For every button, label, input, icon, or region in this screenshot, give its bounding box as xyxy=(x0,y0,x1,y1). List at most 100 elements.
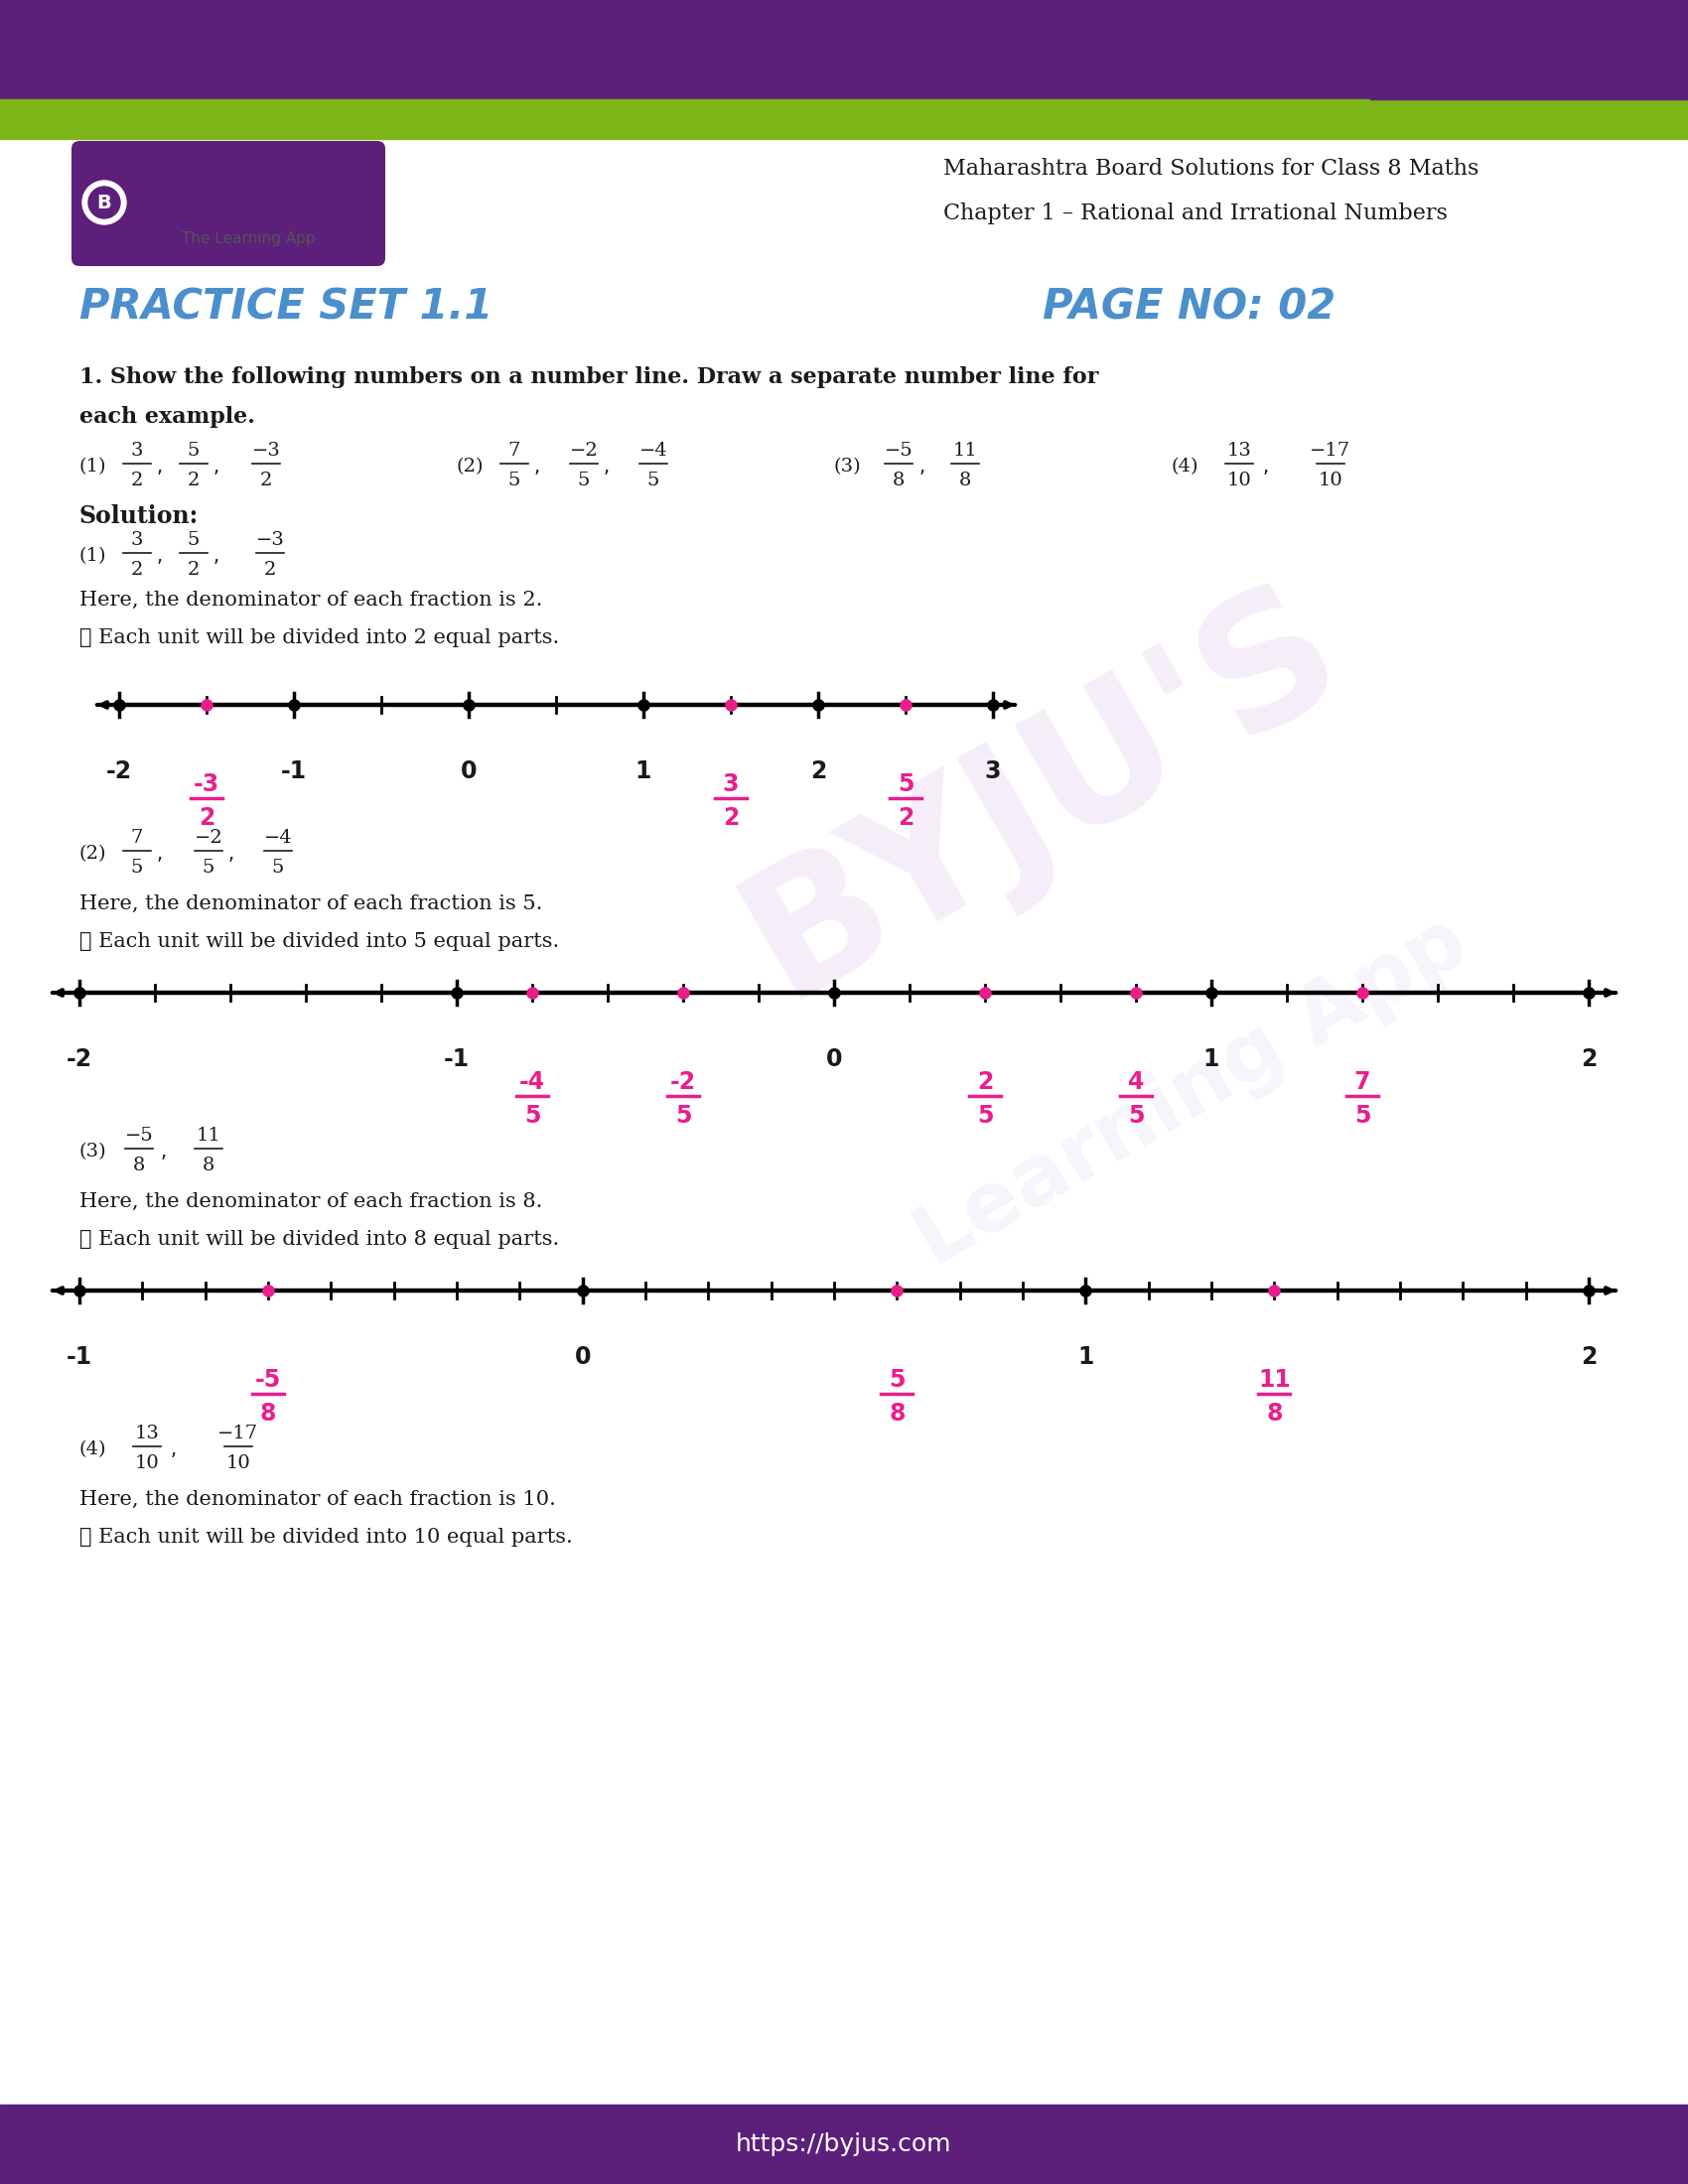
Text: −4: −4 xyxy=(263,830,292,847)
Text: 13: 13 xyxy=(135,1424,159,1441)
Text: 1: 1 xyxy=(635,760,652,784)
Text: Here, the denominator of each fraction is 2.: Here, the denominator of each fraction i… xyxy=(79,590,542,609)
Text: 1. Show the following numbers on a number line. Draw a separate number line for: 1. Show the following numbers on a numbe… xyxy=(79,367,1099,389)
Text: 13: 13 xyxy=(1227,441,1251,459)
Text: 5: 5 xyxy=(508,472,520,489)
Text: 2: 2 xyxy=(263,561,277,579)
Text: 5: 5 xyxy=(577,472,591,489)
Polygon shape xyxy=(1371,0,1688,98)
Text: 3: 3 xyxy=(984,760,1001,784)
Text: 3: 3 xyxy=(130,531,143,548)
Text: BYJU'S: BYJU'S xyxy=(192,179,304,207)
Text: PRACTICE SET 1.1: PRACTICE SET 1.1 xyxy=(79,286,493,328)
Text: (4): (4) xyxy=(79,1441,106,1459)
Text: 10: 10 xyxy=(1227,472,1251,489)
Text: B: B xyxy=(96,192,111,212)
Text: 3: 3 xyxy=(722,773,739,797)
Text: ,: , xyxy=(228,845,235,863)
Text: 11: 11 xyxy=(196,1127,221,1144)
Text: -1: -1 xyxy=(66,1345,93,1369)
Text: (2): (2) xyxy=(79,845,106,863)
Text: 2: 2 xyxy=(199,806,214,830)
Text: ,: , xyxy=(157,546,164,566)
Text: (1): (1) xyxy=(79,546,106,566)
Text: 5: 5 xyxy=(977,1103,993,1127)
Text: 2: 2 xyxy=(1580,1345,1597,1369)
Text: 5: 5 xyxy=(203,858,214,876)
Text: 5: 5 xyxy=(272,858,284,876)
Polygon shape xyxy=(0,0,1688,98)
Text: -2: -2 xyxy=(670,1070,695,1094)
Text: 11: 11 xyxy=(952,441,977,459)
Text: 8: 8 xyxy=(890,1402,905,1426)
Text: each example.: each example. xyxy=(79,406,255,428)
Text: 8: 8 xyxy=(1266,1402,1283,1426)
Text: −5: −5 xyxy=(125,1127,154,1144)
Text: 2: 2 xyxy=(132,472,143,489)
Text: 2: 2 xyxy=(260,472,272,489)
Text: 5: 5 xyxy=(187,441,199,459)
Polygon shape xyxy=(0,2105,1688,2184)
Text: 2: 2 xyxy=(810,760,827,784)
Text: Chapter 1 – Rational and Irrational Numbers: Chapter 1 – Rational and Irrational Numb… xyxy=(944,203,1448,225)
Text: 8: 8 xyxy=(203,1158,214,1175)
Text: 5: 5 xyxy=(1354,1103,1371,1127)
Text: ,: , xyxy=(160,1142,167,1162)
Text: 5: 5 xyxy=(890,1367,905,1391)
Polygon shape xyxy=(1371,0,1688,98)
Text: 0: 0 xyxy=(825,1048,842,1070)
Text: -2: -2 xyxy=(106,760,132,784)
Text: -2: -2 xyxy=(66,1048,93,1070)
Text: 2: 2 xyxy=(132,561,143,579)
Text: −17: −17 xyxy=(1310,441,1350,459)
Text: ,: , xyxy=(1263,456,1269,476)
Text: 2: 2 xyxy=(187,561,199,579)
Text: 1: 1 xyxy=(1077,1345,1094,1369)
Text: 8: 8 xyxy=(959,472,971,489)
Text: 11: 11 xyxy=(1258,1367,1291,1391)
Text: -5: -5 xyxy=(255,1367,282,1391)
Text: ,: , xyxy=(170,1439,177,1459)
FancyBboxPatch shape xyxy=(71,142,385,266)
Text: PAGE NO: 02: PAGE NO: 02 xyxy=(1043,286,1335,328)
Text: 1: 1 xyxy=(1204,1048,1219,1070)
Text: 0: 0 xyxy=(461,760,476,784)
Text: (1): (1) xyxy=(79,459,106,476)
Text: 10: 10 xyxy=(1318,472,1344,489)
Text: ,: , xyxy=(533,456,540,476)
Text: 7: 7 xyxy=(1354,1070,1371,1094)
Text: 7: 7 xyxy=(132,830,143,847)
Text: 5: 5 xyxy=(898,773,913,797)
Text: −17: −17 xyxy=(218,1424,258,1441)
Text: ,: , xyxy=(157,845,164,863)
Text: ∴ Each unit will be divided into 8 equal parts.: ∴ Each unit will be divided into 8 equal… xyxy=(79,1230,559,1249)
Text: Here, the denominator of each fraction is 8.: Here, the denominator of each fraction i… xyxy=(79,1192,542,1210)
Text: BYJU'S: BYJU'S xyxy=(716,555,1369,1033)
Text: 5: 5 xyxy=(1128,1103,1144,1127)
Text: Learning App: Learning App xyxy=(901,902,1482,1282)
Text: (3): (3) xyxy=(834,459,861,476)
Text: 5: 5 xyxy=(132,858,143,876)
Text: (4): (4) xyxy=(1171,459,1198,476)
Text: Here, the denominator of each fraction is 10.: Here, the denominator of each fraction i… xyxy=(79,1489,555,1509)
Text: −4: −4 xyxy=(640,441,668,459)
Text: −2: −2 xyxy=(194,830,223,847)
Text: 4: 4 xyxy=(1128,1070,1144,1094)
Text: 5: 5 xyxy=(647,472,660,489)
Text: Here, the denominator of each fraction is 5.: Here, the denominator of each fraction i… xyxy=(79,893,542,913)
Text: 8: 8 xyxy=(133,1158,145,1175)
Text: -4: -4 xyxy=(520,1070,545,1094)
Text: −2: −2 xyxy=(569,441,598,459)
Text: 2: 2 xyxy=(187,472,199,489)
Text: ∴ Each unit will be divided into 5 equal parts.: ∴ Each unit will be divided into 5 equal… xyxy=(79,933,559,950)
Text: −5: −5 xyxy=(885,441,913,459)
Text: (2): (2) xyxy=(457,459,484,476)
Text: 8: 8 xyxy=(260,1402,277,1426)
Text: Solution:: Solution: xyxy=(79,505,199,529)
Text: -1: -1 xyxy=(444,1048,469,1070)
Text: 2: 2 xyxy=(898,806,913,830)
Text: 5: 5 xyxy=(523,1103,540,1127)
Text: 5: 5 xyxy=(187,531,199,548)
Text: (3): (3) xyxy=(79,1142,106,1160)
Text: https://byjus.com: https://byjus.com xyxy=(736,2132,952,2156)
